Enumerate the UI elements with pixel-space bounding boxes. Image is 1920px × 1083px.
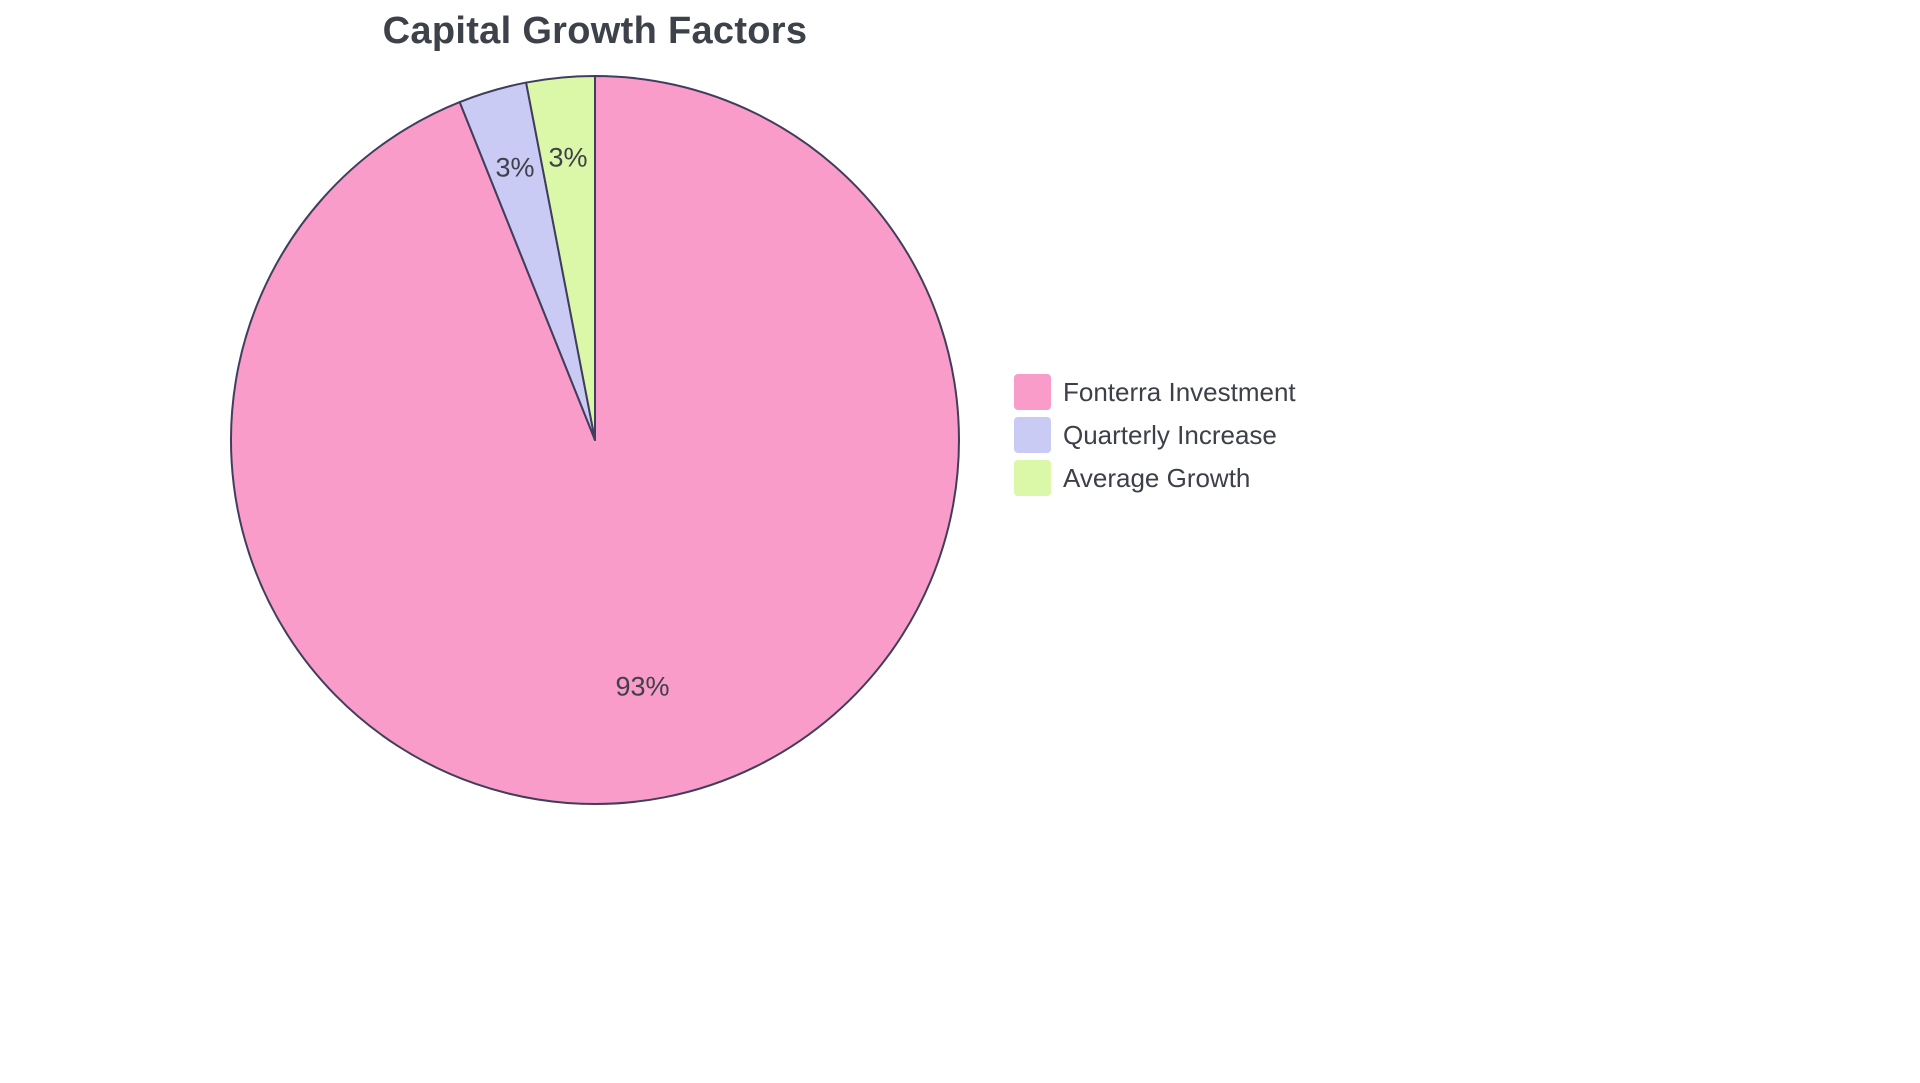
legend-label: Quarterly Increase [1063,419,1277,450]
pie-slice-average-growth [525,75,596,441]
legend-swatch [1014,417,1051,453]
legend-item: Average Growth [1014,460,1296,496]
legend-swatch [1014,374,1051,410]
slice-percent-label: 93% [615,672,669,702]
legend-label: Fonterra Investment [1063,376,1296,407]
slice-percent-label: 3% [495,153,534,183]
legend-swatch [1014,460,1051,496]
legend-item: Quarterly Increase [1014,417,1296,453]
slice-percent-label: 3% [548,142,587,172]
legend: Fonterra Investment Quarterly Increase Ave… [1014,374,1296,496]
pie-chart: 93% 3% 3% [230,75,960,805]
legend-item: Fonterra Investment [1014,374,1296,410]
legend-label: Average Growth [1063,462,1251,493]
chart-title: Capital Growth Factors [382,10,808,52]
